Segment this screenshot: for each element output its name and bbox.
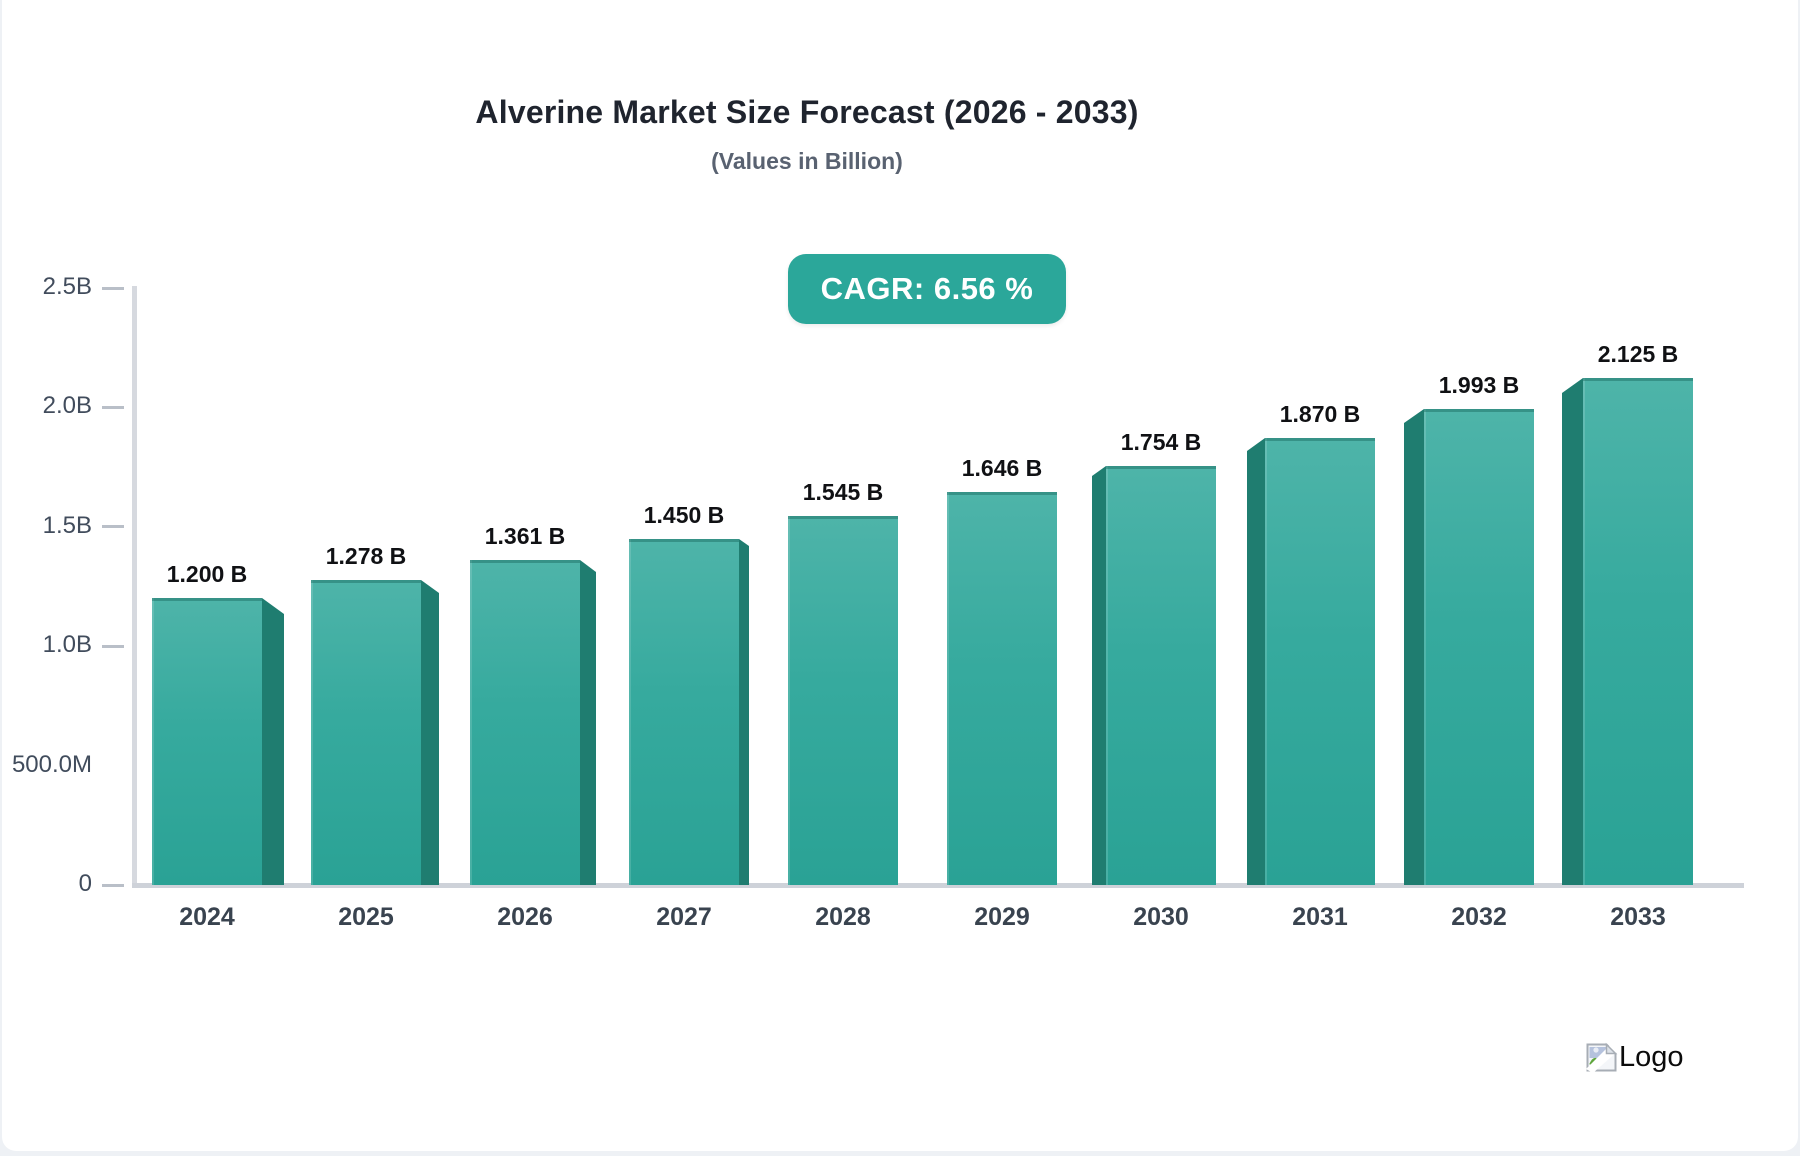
bar-value-label-2032: 1.993 B [1438, 372, 1520, 398]
cagr-badge: CAGR: 6.56 % [788, 254, 1066, 324]
y-tick-dash [102, 286, 124, 290]
bar-side-2027 [739, 539, 749, 885]
bar-side-2024 [262, 598, 284, 885]
x-tick-label-2028: 2028 [815, 903, 871, 931]
bar-2027 [629, 539, 739, 885]
bar-value-label-2026: 1.361 B [484, 523, 566, 549]
y-tick-dash [102, 405, 124, 409]
y-tick-label: 0 [78, 870, 92, 897]
bar-value-label-2029: 1.646 B [961, 455, 1043, 481]
logo-alt-text: Logo [1619, 1041, 1684, 1073]
chart-subtitle: (Values in Billion) [711, 148, 903, 174]
logo: Logo [1585, 1041, 1684, 1073]
x-tick-label-2030: 2030 [1133, 903, 1189, 931]
bar-2028 [788, 516, 898, 885]
bar-side-2025 [421, 580, 439, 885]
x-tick-label-2025: 2025 [338, 903, 394, 931]
bar-side-2030 [1092, 466, 1106, 885]
y-axis-line [132, 286, 137, 886]
bar-value-label-2024: 1.200 B [166, 561, 248, 587]
bar-side-2031 [1247, 438, 1265, 885]
x-axis-baseline [132, 883, 1744, 888]
bar-2030 [1106, 466, 1216, 885]
y-tick-label: 2.5B [42, 273, 92, 300]
bar-value-label-2033: 2.125 B [1597, 341, 1679, 367]
x-tick-label-2033: 2033 [1610, 903, 1666, 931]
bar-2024 [152, 598, 262, 885]
bar-2029 [947, 492, 1057, 885]
x-tick-label-2032: 2032 [1451, 903, 1507, 931]
broken-image-icon [1586, 1042, 1618, 1073]
x-tick-label-2027: 2027 [656, 903, 712, 931]
bar-value-label-2031: 1.870 B [1279, 401, 1361, 427]
y-tick-label: 2.0B [42, 392, 92, 420]
y-tick-label: 1.0B [42, 631, 92, 659]
bar-2033 [1583, 378, 1693, 885]
y-tick-dash [102, 883, 124, 887]
bar-2026 [470, 560, 580, 885]
x-tick-label-2026: 2026 [497, 903, 553, 931]
bar-value-label-2025: 1.278 B [325, 543, 407, 569]
y-tick-dash [102, 644, 124, 648]
bar-2031 [1265, 438, 1375, 885]
y-tick-dash [102, 525, 124, 529]
x-tick-label-2031: 2031 [1292, 903, 1348, 931]
bar-value-label-2027: 1.450 B [643, 502, 725, 528]
bar-side-2033 [1562, 378, 1583, 885]
chart-title: Alverine Market Size Forecast (2026 - 20… [475, 94, 1139, 130]
bar-side-2032 [1404, 409, 1424, 885]
bar-value-label-2030: 1.754 B [1120, 429, 1202, 455]
bar-value-label-2028: 1.545 B [802, 479, 884, 505]
x-tick-label-2024: 2024 [179, 903, 235, 931]
bar-side-2026 [580, 560, 596, 885]
x-tick-label-2029: 2029 [974, 903, 1030, 931]
y-tick-label: 500.0M [11, 750, 92, 778]
bar-2025 [311, 580, 421, 885]
y-tick-label: 1.5B [42, 511, 92, 539]
bar-2032 [1424, 409, 1534, 885]
